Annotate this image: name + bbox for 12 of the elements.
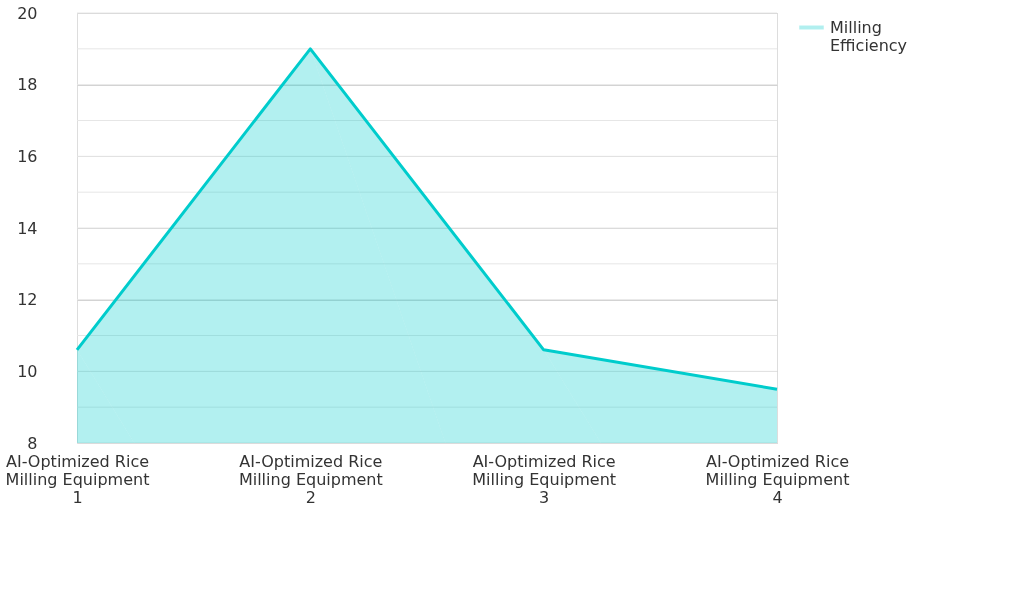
y-tick-label: 12 <box>17 290 38 310</box>
x-tick-label: AI-Optimized Rice Milling Equipment 1 <box>5 451 150 507</box>
y-tick-label: 20 <box>17 3 38 23</box>
x-tick-label: AI-Optimized Rice Milling Equipment 4 <box>705 451 850 507</box>
x-tick-label: AI-Optimized Rice Milling Equipment 3 <box>472 451 617 507</box>
y-tick-label: 18 <box>17 75 38 95</box>
y-tick-label: 10 <box>17 361 38 381</box>
y-tick-label: 16 <box>17 146 38 166</box>
x-tick-label: AI-Optimized Rice Milling Equipment 2 <box>238 451 383 507</box>
legend-label: Milling Efficiency <box>830 17 908 55</box>
y-tick-label: 14 <box>17 218 38 238</box>
y-tick-label: 8 <box>27 433 38 453</box>
